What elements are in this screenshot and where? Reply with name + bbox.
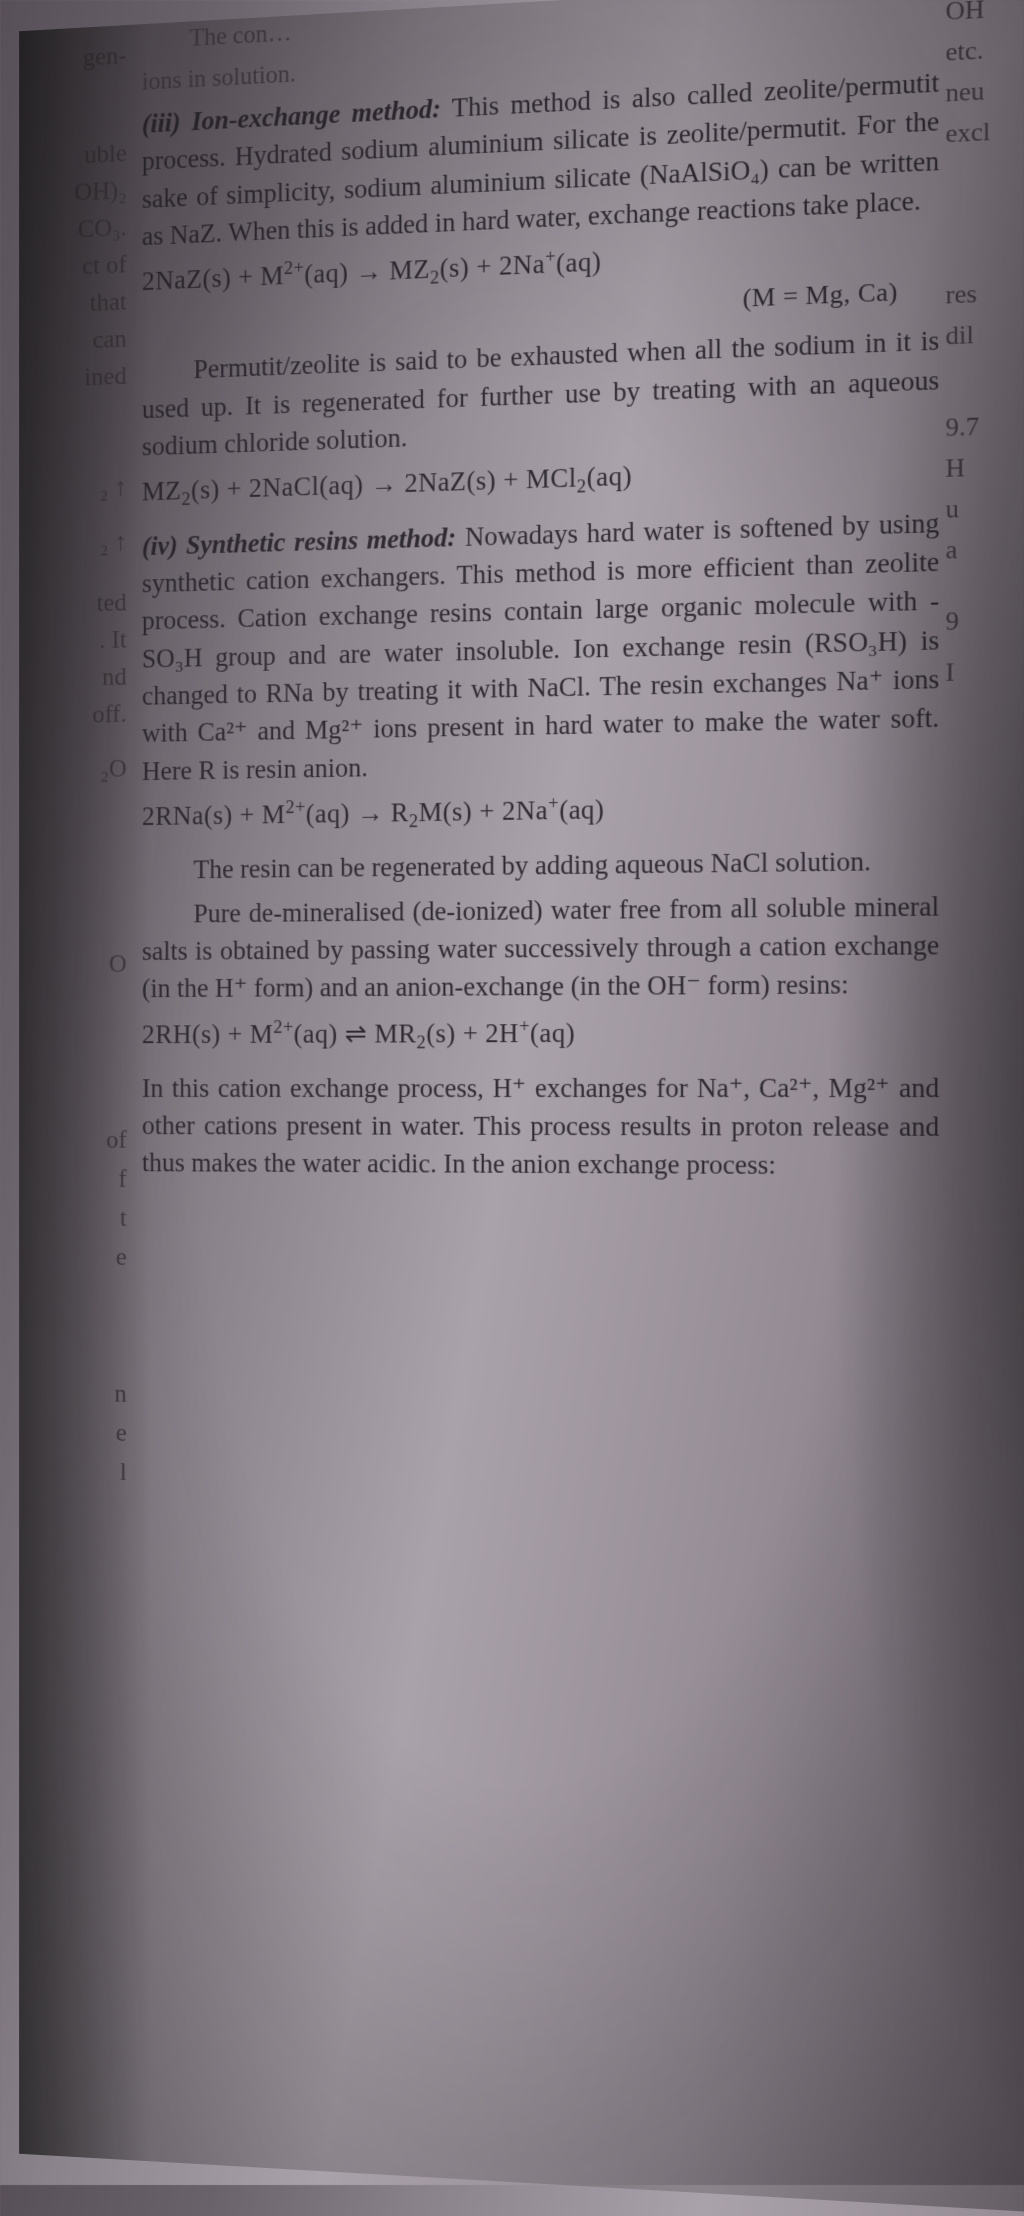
section-iii-label: (iii) Ion-exchange method: (142, 93, 441, 138)
cation-exchange-para: In this cation exchange process, H⁺ exch… (142, 1068, 939, 1185)
left-margin-fragment: e (116, 1412, 127, 1453)
left-margin-fragment: e (116, 1237, 127, 1278)
right-margin-fragment: H (945, 447, 964, 490)
left-margin-fragment: f (118, 1158, 126, 1199)
right-margin-fragment: 9.7 (945, 405, 979, 449)
permutit-para: Permutit/zeolite is said to be exhausted… (142, 322, 939, 466)
left-margin-fragment: gen- (83, 35, 127, 78)
left-margin-fragment: ₂ ↑ (100, 521, 127, 562)
eq4-part-a: 2RH(s) + M (142, 1019, 273, 1049)
left-margin-fragment: t (120, 1197, 127, 1238)
left-margin-fragment: nd (102, 656, 127, 697)
right-margin-fragment: I (945, 651, 954, 694)
left-margin-fragment: ct of (82, 244, 126, 287)
demineralised-para: Pure de-mineralised (de-ionized) water f… (142, 887, 939, 1008)
eq1-part-d: (aq) (556, 247, 601, 279)
left-margin-fragment: ₂ ↑ (100, 467, 127, 508)
eq4-part-b: (aq) ⇌ MR (294, 1018, 417, 1048)
left-margin-fragment: O (109, 943, 127, 984)
section-iii-body: This method is also called zeolite/permu… (142, 67, 939, 251)
resin-regen-para: The resin can be regenerated by adding a… (142, 841, 939, 889)
book-page: gen-ubleOH)₂CO₃.ct ofthatcanined₂ ↑₂ ↑te… (19, 0, 1024, 2212)
left-margin-fragments: gen-ubleOH)₂CO₃.ct ofthatcanined₂ ↑₂ ↑te… (19, 25, 132, 2161)
eq1-part-b: (aq) → MZ (304, 254, 430, 289)
left-margin-fragment: l (120, 1451, 127, 1492)
main-text-column: The con… ions in solution. (iii) Ion-exc… (142, 0, 939, 1192)
eq1-part-c: (s) + 2Na (440, 249, 545, 283)
right-margin-fragment: neu (945, 70, 984, 114)
right-margin-fragments: OHetc.neuexcl resdil 9.7Hua 9 I (939, 0, 1024, 2212)
section-iv-label: (iv) Synthetic resins method: (142, 522, 456, 561)
left-margin-fragment: uble (84, 133, 126, 176)
right-margin-fragment: etc. (945, 29, 983, 74)
eq3-part-c: M(s) + 2Na (419, 795, 548, 827)
left-margin-fragment: . It (99, 619, 126, 660)
left-margin-fragment: of (106, 1119, 127, 1160)
right-margin-fragment: OH (945, 0, 984, 33)
eq2-part-a: MZ (142, 476, 182, 507)
left-margin-fragment: can (93, 318, 127, 360)
right-margin-fragment: res (945, 273, 976, 317)
eq3-part-a: 2RNa(s) + M (142, 799, 285, 831)
left-margin-fragment: n (114, 1373, 126, 1414)
eq3-part-b: (aq) → R (306, 797, 409, 828)
eq2-part-b: (s) + 2NaCl(aq) → 2NaZ(s) + MCl (191, 463, 577, 505)
left-margin-fragment: ined (84, 355, 126, 397)
eq2-part-c: (aq) (587, 461, 632, 493)
eq4-part-d: (aq) (530, 1017, 575, 1047)
left-margin-fragment: ted (97, 582, 127, 623)
right-margin-fragment: dil (945, 314, 973, 358)
equation-3: 2RNa(s) + M2+(aq) → R2M(s) + 2Na+(aq) (142, 785, 939, 840)
right-margin-fragment: 9 (945, 600, 958, 643)
right-margin-fragment: u (945, 488, 958, 531)
eq1-part-a: 2NaZ(s) + M (142, 261, 284, 297)
eq4-part-c: (s) + 2H (426, 1018, 519, 1048)
left-margin-fragment: that (90, 281, 127, 323)
right-margin-fragment: excl (945, 110, 990, 155)
eq3-part-d: (aq) (559, 794, 604, 825)
equation-4: 2RH(s) + M2+(aq) ⇌ MR2(s) + 2H+(aq) (142, 1012, 939, 1058)
left-margin-fragment: ₂O (100, 748, 126, 789)
section-iv: (iv) Synthetic resins method: Nowadays h… (142, 503, 939, 790)
left-margin-fragment: off. (92, 693, 126, 734)
right-margin-fragment: a (945, 529, 957, 572)
